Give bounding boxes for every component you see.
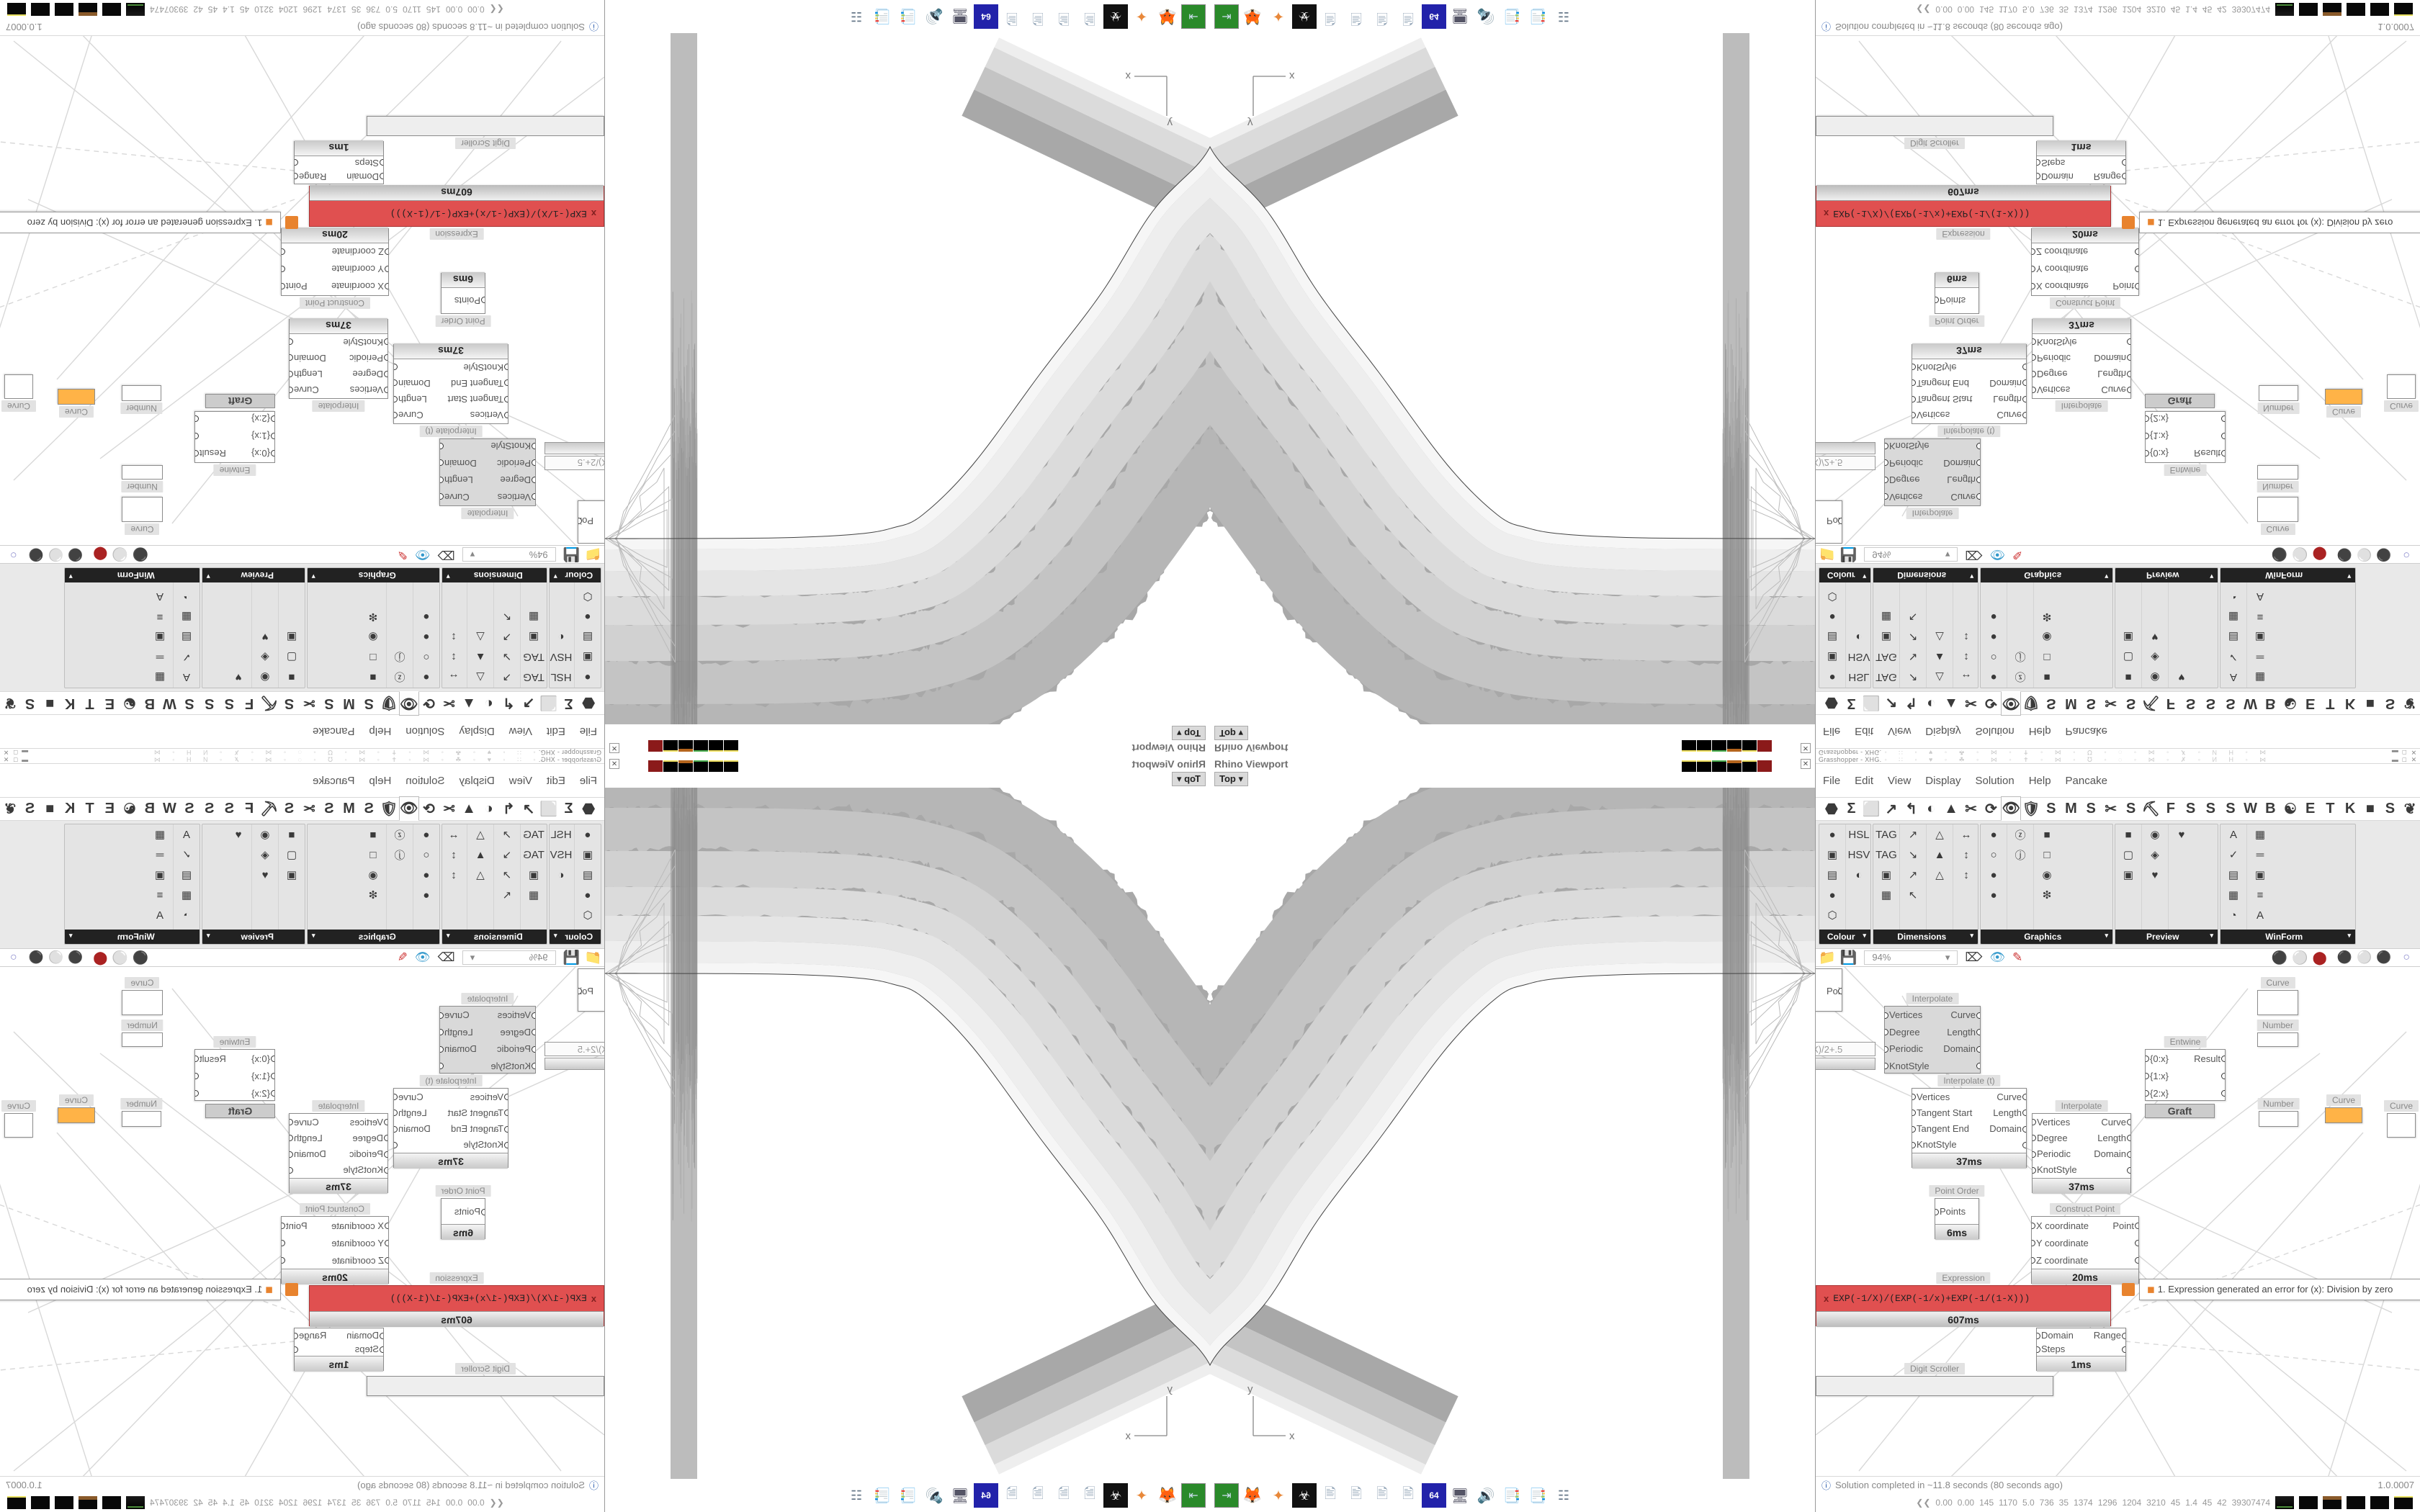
svg-text:y: y xyxy=(1167,1383,1173,1395)
svg-text:y: y xyxy=(1247,1383,1253,1395)
svg-text:x: x xyxy=(1125,1430,1131,1442)
svg-text:y: y xyxy=(1167,117,1173,129)
svg-text:x: x xyxy=(1289,70,1295,82)
svg-text:x: x xyxy=(1125,70,1131,82)
svg-text:y: y xyxy=(1247,117,1253,129)
svg-text:x: x xyxy=(1289,1430,1295,1442)
